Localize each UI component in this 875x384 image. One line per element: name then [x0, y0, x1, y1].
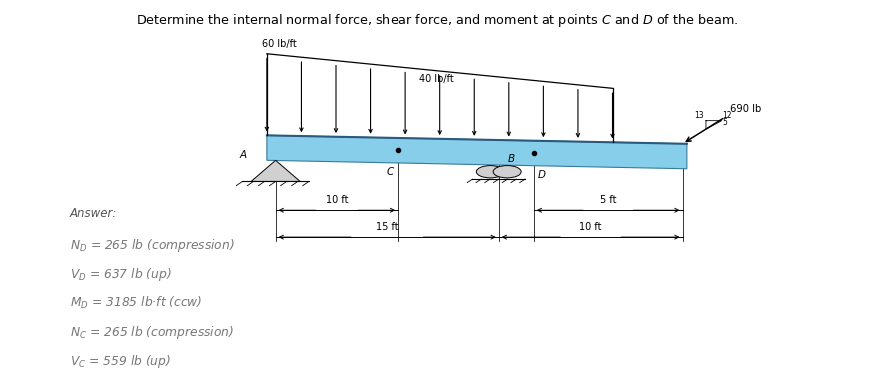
Text: Determine the internal normal force, shear force, and moment at points $C$ and $: Determine the internal normal force, she…	[136, 12, 738, 28]
Text: C: C	[387, 167, 394, 177]
Circle shape	[476, 166, 504, 178]
Text: 10 ft: 10 ft	[579, 222, 602, 232]
Text: 690 lb: 690 lb	[730, 104, 760, 114]
Text: 13: 13	[695, 111, 704, 120]
Text: 15 ft: 15 ft	[376, 222, 398, 232]
Text: 60 lb/ft: 60 lb/ft	[262, 39, 298, 49]
Text: $M_C$ = 3033 lb·ft (cw): $M_C$ = 3033 lb·ft (cw)	[70, 382, 195, 384]
Text: 5: 5	[723, 118, 727, 127]
Text: A: A	[240, 149, 247, 160]
Text: $M_D$ = 3185 lb·ft (ccw): $M_D$ = 3185 lb·ft (ccw)	[70, 295, 202, 311]
Text: $N_D$ = 265 lb (compression): $N_D$ = 265 lb (compression)	[70, 237, 234, 253]
Polygon shape	[267, 136, 687, 169]
Text: $N_C$ = 265 lb (compression): $N_C$ = 265 lb (compression)	[70, 324, 234, 341]
Circle shape	[493, 166, 522, 178]
Text: D: D	[538, 169, 546, 180]
Text: Answer:: Answer:	[70, 207, 117, 220]
Text: B: B	[507, 154, 514, 164]
Text: 12: 12	[723, 111, 732, 120]
Text: 10 ft: 10 ft	[326, 195, 348, 205]
Text: 40 lb/ft: 40 lb/ft	[419, 74, 454, 84]
Text: $V_D$ = 637 lb (up): $V_D$ = 637 lb (up)	[70, 266, 172, 283]
Polygon shape	[251, 161, 300, 182]
Text: $V_C$ = 559 lb (up): $V_C$ = 559 lb (up)	[70, 353, 171, 370]
Text: 5 ft: 5 ft	[600, 195, 616, 205]
